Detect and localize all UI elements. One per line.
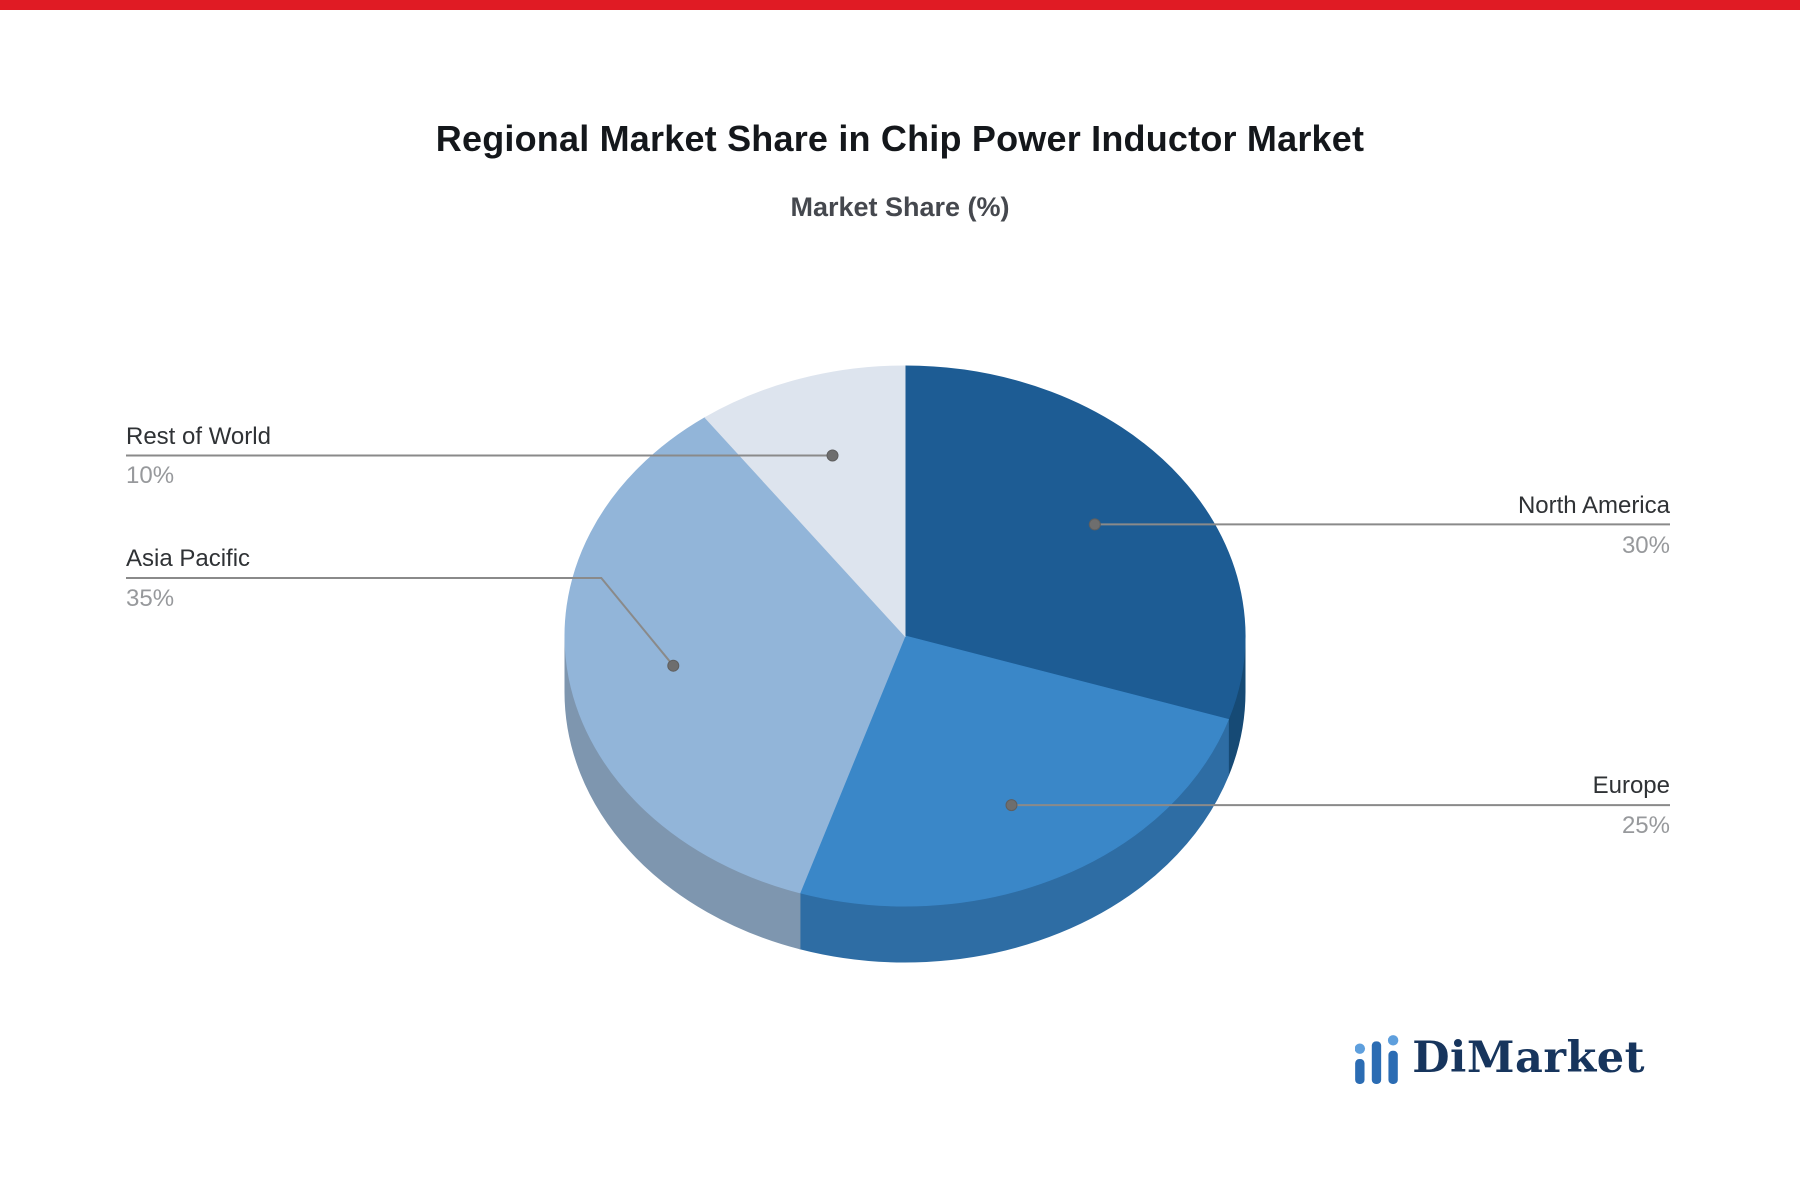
slice-pct-north-america: 30% [1621, 532, 1670, 559]
bar-chart-icon [1355, 1035, 1399, 1084]
chart-subtitle: Market Share (%) [790, 192, 1010, 222]
connector-dot-rest-of-world [826, 449, 839, 462]
slice-pct-europe: 25% [1621, 812, 1670, 839]
pie-slice-rest-of-world[interactable] [704, 365, 906, 638]
connector-line-asia-pacific [126, 577, 675, 667]
pie-slice-north-america[interactable] [904, 365, 1246, 721]
brand-logo[interactable]: DiMarket [1355, 1032, 1645, 1084]
connector-dot-asia-pacific [667, 659, 680, 672]
brand-logo-text: DiMarket [1412, 1033, 1645, 1083]
slice-label-asia-pacific: Asia Pacific [126, 545, 251, 572]
top-accent-bar [0, 0, 1800, 10]
pie-slice-asia-pacific[interactable] [564, 416, 906, 894]
connector-dot-europe [1005, 799, 1018, 812]
slice-label-north-america: North America [1517, 492, 1670, 519]
chart-title: Regional Market Share in Chip Power Indu… [435, 118, 1365, 159]
slice-pct-rest-of-world: 10% [126, 462, 175, 489]
connector-dot-north-america [1088, 518, 1101, 531]
slice-label-rest-of-world: Rest of World [126, 423, 271, 450]
slice-pct-asia-pacific: 35% [126, 585, 175, 612]
slice-label-europe: Europe [1592, 772, 1670, 799]
pie-slice-europe[interactable] [799, 635, 1230, 907]
